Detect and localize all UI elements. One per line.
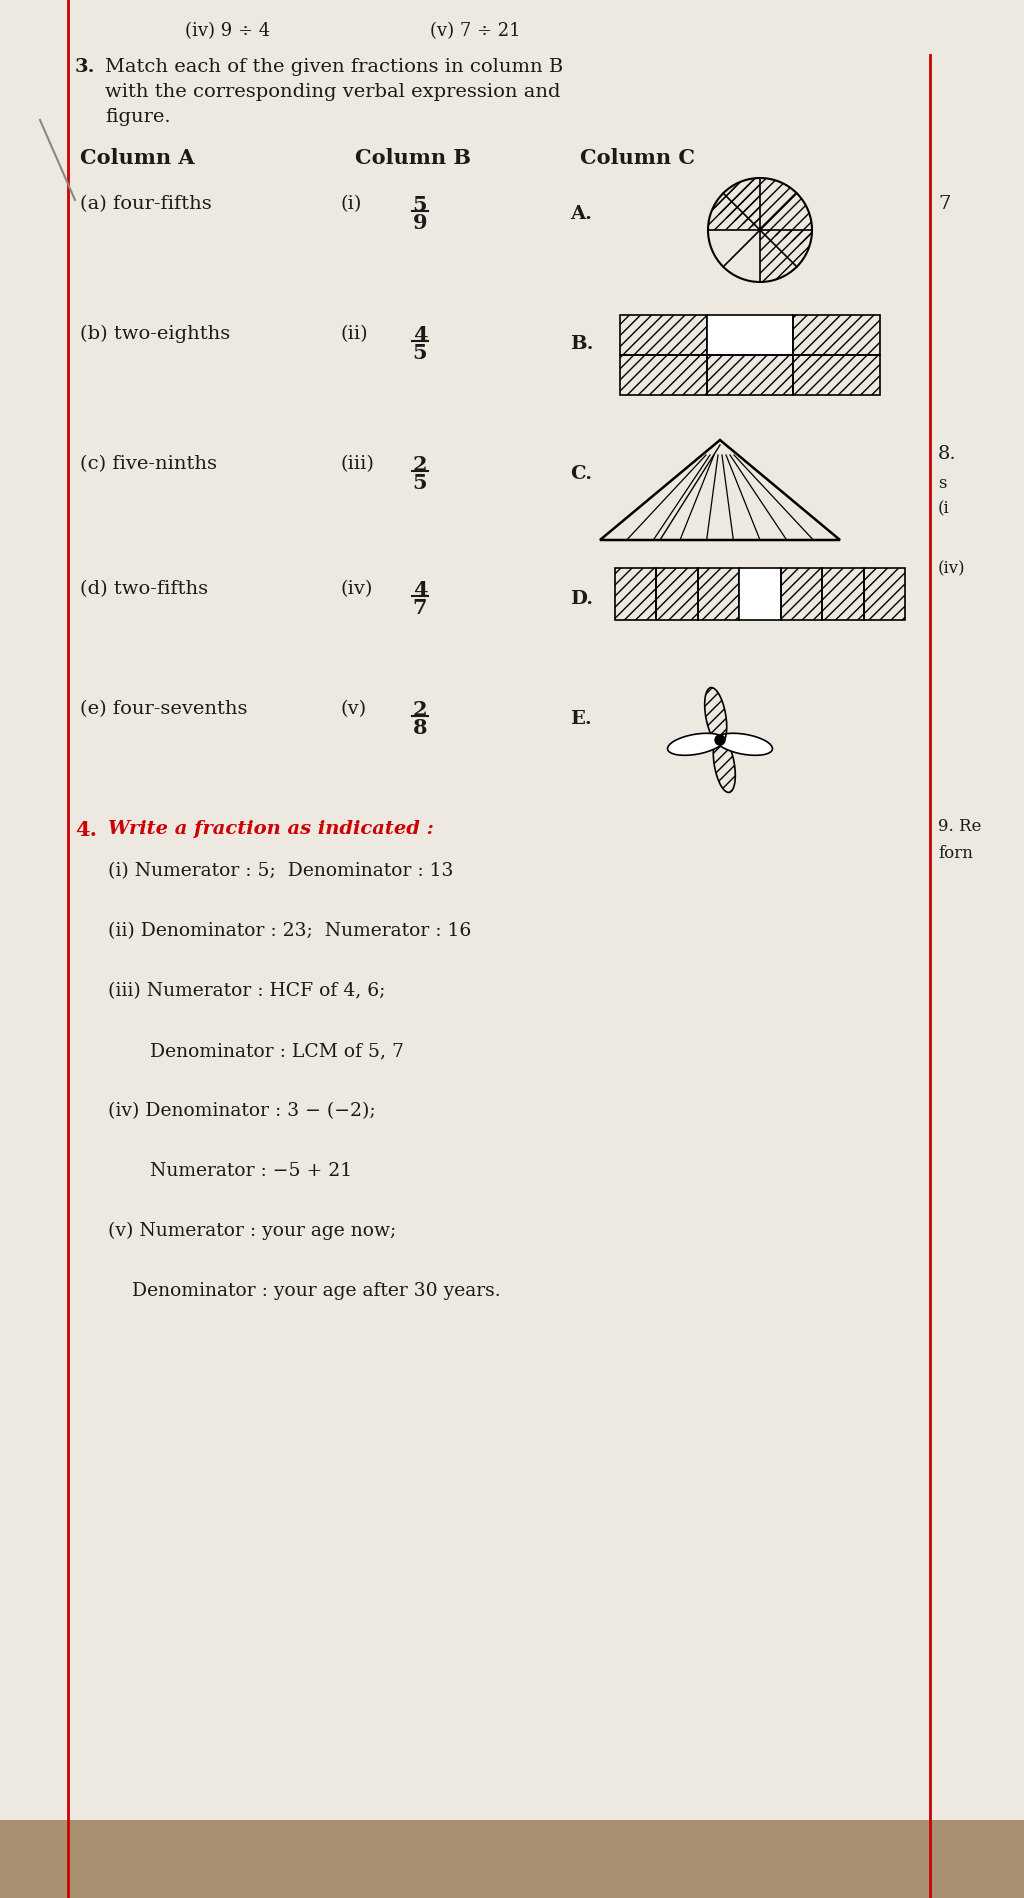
Bar (620, 315, 707, 355)
Bar (822, 568, 863, 621)
Text: E.: E. (570, 710, 592, 729)
Text: (v): (v) (340, 700, 367, 717)
Bar (794, 315, 880, 355)
Text: Match each of the given fractions in column B: Match each of the given fractions in col… (105, 59, 563, 76)
Bar (863, 568, 905, 621)
Text: (iii) Numerator : HCF of 4, 6;: (iii) Numerator : HCF of 4, 6; (108, 981, 385, 1000)
Text: 4.: 4. (75, 820, 97, 841)
Bar (794, 355, 880, 395)
Text: (v) 7 ÷ 21: (v) 7 ÷ 21 (430, 23, 520, 40)
Text: (ii) Denominator : 23;  Numerator : 16: (ii) Denominator : 23; Numerator : 16 (108, 922, 471, 940)
Text: A.: A. (570, 205, 592, 222)
Text: B.: B. (570, 336, 594, 353)
Text: 7: 7 (413, 598, 427, 617)
Text: (i: (i (938, 499, 949, 516)
Text: (iv): (iv) (340, 581, 373, 598)
Text: Column A: Column A (80, 148, 195, 169)
Bar (615, 568, 656, 621)
Text: 4: 4 (413, 325, 427, 345)
Text: (a) four-fifths: (a) four-fifths (80, 195, 212, 213)
Text: forn: forn (938, 845, 973, 862)
Text: (i) Numerator : 5;  Denominator : 13: (i) Numerator : 5; Denominator : 13 (108, 862, 454, 881)
Bar (707, 355, 794, 395)
Text: (i): (i) (340, 195, 361, 213)
Bar (707, 315, 794, 355)
Text: (ii): (ii) (340, 325, 368, 344)
Text: (iv) Denominator : 3 − (−2);: (iv) Denominator : 3 − (−2); (108, 1103, 376, 1120)
Text: Numerator : −5 + 21: Numerator : −5 + 21 (108, 1162, 352, 1181)
Bar (0, 1820, 1024, 1898)
Text: 5: 5 (413, 473, 427, 493)
Text: 9. Re: 9. Re (938, 818, 981, 835)
Text: Write a fraction as indicated :: Write a fraction as indicated : (108, 820, 434, 839)
Text: Denominator : your age after 30 years.: Denominator : your age after 30 years. (108, 1281, 501, 1300)
Bar (656, 568, 698, 621)
Text: (iv): (iv) (938, 560, 966, 577)
Text: (iv) 9 ÷ 4: (iv) 9 ÷ 4 (185, 23, 270, 40)
Ellipse shape (668, 733, 724, 755)
Text: (iii): (iii) (340, 456, 374, 473)
Text: Denominator : LCM of 5, 7: Denominator : LCM of 5, 7 (108, 1042, 404, 1059)
Text: Column C: Column C (580, 148, 695, 169)
Text: C.: C. (570, 465, 592, 482)
Text: 9: 9 (413, 213, 427, 233)
Text: 8: 8 (413, 717, 427, 738)
Text: (d) two-fifths: (d) two-fifths (80, 581, 208, 598)
Text: 3.: 3. (75, 59, 95, 76)
Text: (v) Numerator : your age now;: (v) Numerator : your age now; (108, 1222, 396, 1239)
Bar (739, 568, 780, 621)
Circle shape (715, 735, 725, 746)
Text: (e) four-sevenths: (e) four-sevenths (80, 700, 248, 717)
Ellipse shape (716, 733, 772, 755)
Text: Column B: Column B (355, 148, 471, 169)
Text: 7: 7 (938, 195, 950, 213)
Text: 4: 4 (413, 581, 427, 600)
Text: (b) two-eighths: (b) two-eighths (80, 325, 230, 344)
Text: s: s (938, 474, 946, 492)
Text: 5: 5 (413, 344, 427, 363)
Text: (c) five-ninths: (c) five-ninths (80, 456, 217, 473)
Bar (780, 568, 822, 621)
Text: figure.: figure. (105, 108, 171, 125)
Text: with the corresponding verbal expression and: with the corresponding verbal expression… (105, 84, 560, 101)
Bar (620, 355, 707, 395)
Bar (698, 568, 739, 621)
Text: 8.: 8. (938, 444, 956, 463)
Text: 2: 2 (413, 700, 427, 719)
Text: D.: D. (570, 590, 593, 607)
Text: 2: 2 (413, 456, 427, 474)
Text: 5: 5 (413, 195, 427, 214)
